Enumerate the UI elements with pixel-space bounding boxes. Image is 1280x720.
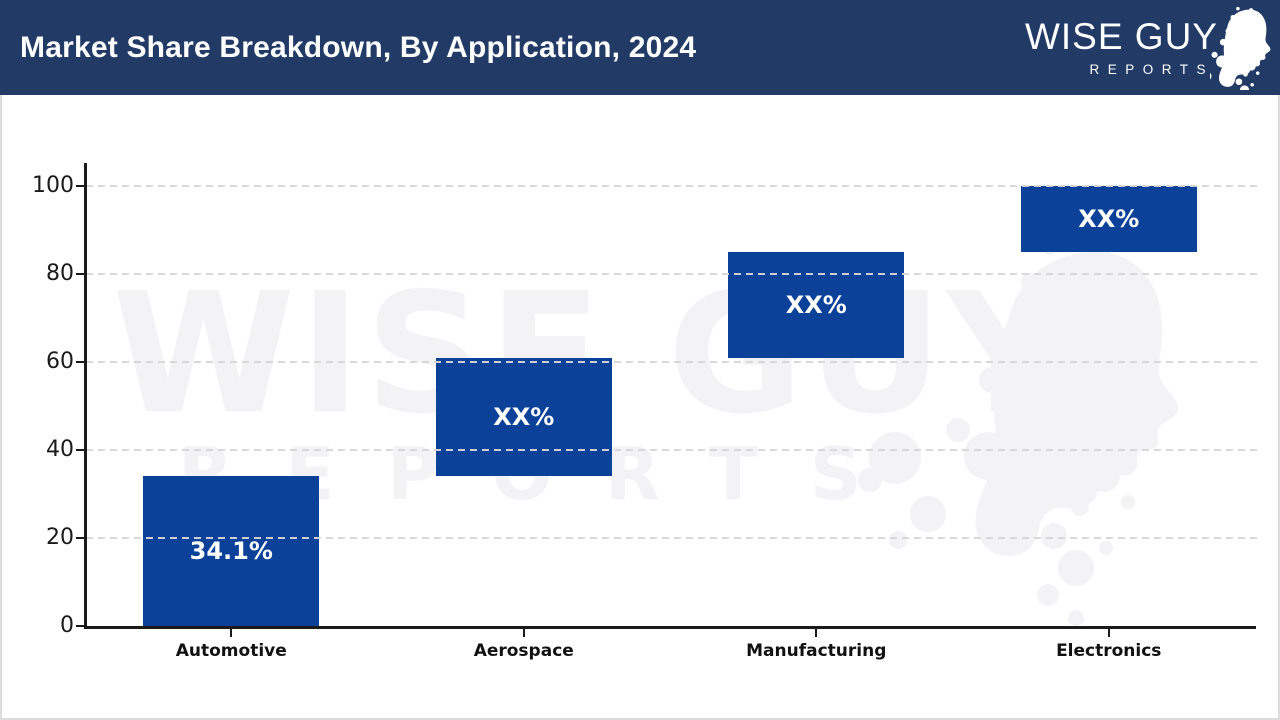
- bar-value-label-aerospace: XX%: [493, 403, 555, 432]
- y-tick-label-100: 100: [32, 173, 74, 198]
- x-tick-automotive: [230, 629, 233, 637]
- y-tick-40: [76, 449, 85, 451]
- gridline-40: [86, 449, 1258, 451]
- y-tick-label-20: 20: [46, 525, 74, 550]
- bar-value-label-electronics: XX%: [1078, 205, 1140, 234]
- bar-electronics: [1020, 186, 1197, 253]
- wiseguy-head-icon: [1210, 6, 1271, 90]
- category-label-automotive: Automotive: [175, 641, 287, 661]
- bar-value-label-manufacturing: XX%: [785, 291, 847, 320]
- gridline-100: [86, 185, 1258, 187]
- x-axis-line: [84, 626, 1256, 629]
- category-label-manufacturing: Manufacturing: [746, 641, 887, 661]
- bar-manufacturing: [728, 252, 905, 359]
- y-tick-20: [76, 537, 85, 539]
- brand-subtitle: REPORTS: [1089, 62, 1214, 77]
- y-tick-label-0: 0: [60, 613, 74, 638]
- x-tick-aerospace: [522, 629, 525, 637]
- category-label-electronics: Electronics: [1056, 641, 1162, 661]
- y-axis-line: [84, 163, 87, 629]
- bar-value-label-automotive: 34.1%: [189, 536, 273, 565]
- gridline-20: [86, 537, 1258, 539]
- y-tick-0: [76, 625, 85, 627]
- y-tick-60: [76, 361, 85, 363]
- bar-aerospace: [435, 358, 612, 476]
- y-tick-100: [76, 185, 85, 187]
- y-tick-80: [76, 273, 85, 275]
- gridline-80: [86, 273, 1258, 275]
- brand-logo: WISE GUY REPORTS: [1022, 6, 1272, 90]
- brand-wordmark: WISE GUY: [1024, 16, 1218, 57]
- bar-automotive: [143, 475, 320, 626]
- y-tick-label-80: 80: [46, 261, 74, 286]
- x-tick-manufacturing: [815, 629, 818, 637]
- header-bar: Market Share Breakdown, By Application, …: [0, 0, 1280, 95]
- x-tick-electronics: [1107, 629, 1110, 637]
- y-tick-label-60: 60: [46, 349, 74, 374]
- category-label-aerospace: Aerospace: [473, 641, 574, 661]
- y-tick-label-40: 40: [46, 437, 74, 462]
- page-title: Market Share Breakdown, By Application, …: [20, 30, 697, 64]
- gridline-60: [86, 361, 1258, 363]
